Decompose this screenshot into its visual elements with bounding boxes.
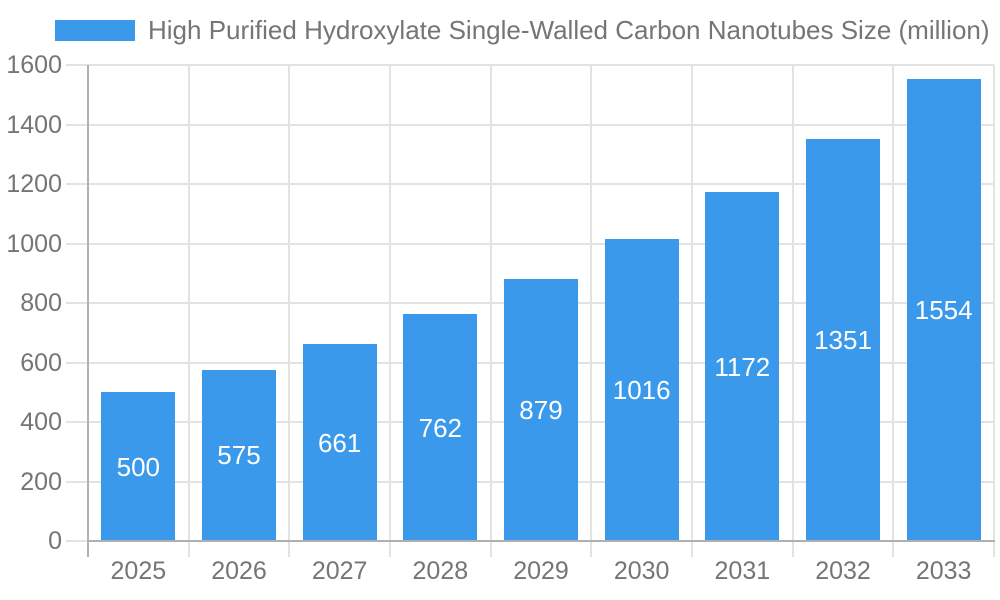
y-axis-tick-label: 200 bbox=[20, 467, 62, 496]
bar-value-label: 661 bbox=[317, 427, 362, 458]
x-axis-tick-label: 2033 bbox=[915, 557, 972, 585]
horizontal-gridline bbox=[66, 183, 994, 185]
x-axis-tick-label: 2029 bbox=[513, 557, 569, 585]
vertical-gridline bbox=[691, 65, 693, 557]
legend-swatch bbox=[55, 19, 135, 41]
x-axis-tick-label: 2027 bbox=[311, 557, 368, 585]
horizontal-gridline bbox=[66, 242, 994, 245]
y-axis-tick-label: 1200 bbox=[6, 170, 62, 198]
vertical-gridline bbox=[288, 65, 291, 557]
y-axis-tick-label: 1000 bbox=[6, 229, 62, 258]
bar[interactable] bbox=[604, 238, 679, 541]
horizontal-gridline bbox=[66, 64, 994, 66]
vertical-gridline bbox=[187, 65, 190, 557]
vertical-gridline bbox=[389, 65, 391, 557]
bar-value-label: 575 bbox=[217, 440, 261, 471]
bar-value-label: 1351 bbox=[814, 325, 872, 356]
x-axis-tick-label: 2025 bbox=[110, 557, 167, 585]
y-axis-tick-label: 0 bbox=[48, 527, 62, 555]
bar[interactable] bbox=[302, 344, 377, 541]
vertical-gridline bbox=[791, 65, 794, 557]
bar-value-label: 762 bbox=[418, 412, 463, 443]
legend-series-label: High Purified Hydroxylate Single-Walled … bbox=[148, 15, 990, 45]
y-axis-tick-label: 1600 bbox=[6, 51, 62, 79]
bar-value-label: 500 bbox=[116, 451, 161, 482]
chart-legend[interactable]: High Purified Hydroxylate Single-Walled … bbox=[55, 17, 990, 43]
bar[interactable] bbox=[101, 392, 176, 541]
bar[interactable] bbox=[504, 279, 578, 541]
bar-value-label: 1016 bbox=[612, 374, 671, 405]
bar[interactable] bbox=[705, 192, 780, 541]
vertical-gridline bbox=[489, 65, 492, 557]
y-axis-line bbox=[87, 65, 89, 557]
bar-value-label: 1172 bbox=[714, 351, 771, 382]
vertical-gridline bbox=[892, 65, 895, 557]
horizontal-gridline bbox=[66, 123, 994, 126]
bar[interactable] bbox=[906, 78, 981, 541]
vertical-gridline bbox=[590, 65, 593, 557]
x-axis-tick-label: 2031 bbox=[714, 557, 771, 585]
y-axis-tick-label: 1400 bbox=[6, 110, 62, 139]
bar[interactable] bbox=[806, 139, 880, 541]
x-axis-tick-label: 2026 bbox=[211, 557, 267, 585]
y-axis-tick-label: 400 bbox=[20, 408, 62, 436]
vertical-gridline bbox=[993, 65, 995, 557]
y-axis-tick-label: 600 bbox=[20, 348, 62, 377]
x-axis-tick-label: 2030 bbox=[613, 557, 670, 585]
bar[interactable] bbox=[202, 369, 276, 541]
x-axis-line bbox=[87, 540, 995, 542]
bar-value-label: 879 bbox=[519, 395, 563, 426]
bar-value-label: 1554 bbox=[914, 294, 973, 325]
x-axis-tick-label: 2028 bbox=[412, 557, 469, 585]
bar[interactable] bbox=[403, 314, 478, 541]
x-axis-tick-label: 2032 bbox=[815, 557, 871, 585]
y-axis-tick-label: 800 bbox=[20, 289, 62, 317]
